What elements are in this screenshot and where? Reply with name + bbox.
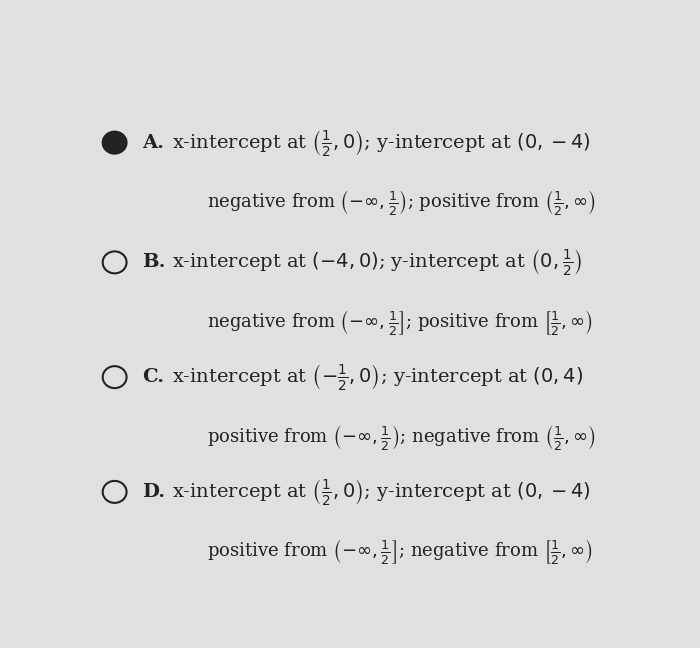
Text: C.: C. <box>141 368 164 386</box>
Text: positive from $\left(-\infty, \frac{1}{2}\right)$; negative from $\left(\frac{1}: positive from $\left(-\infty, \frac{1}{2… <box>207 422 596 452</box>
Text: positive from $\left(-\infty, \frac{1}{2}\right]$; negative from $\left[\frac{1}: positive from $\left(-\infty, \frac{1}{2… <box>207 537 593 566</box>
Circle shape <box>103 132 127 154</box>
Text: A.: A. <box>141 133 164 152</box>
Text: x-intercept at $\left(-\frac{1}{2},0\right)$; y-intercept at $\left(0,4\right)$: x-intercept at $\left(-\frac{1}{2},0\rig… <box>172 362 583 392</box>
Text: x-intercept at $\left(-4,0\right)$; y-intercept at $\left(0,\frac{1}{2}\right)$: x-intercept at $\left(-4,0\right)$; y-in… <box>172 248 582 277</box>
Text: D.: D. <box>141 483 165 501</box>
Text: x-intercept at $\left(\frac{1}{2},0\right)$; y-intercept at $\left(0,-4\right)$: x-intercept at $\left(\frac{1}{2},0\righ… <box>172 477 590 507</box>
Text: B.: B. <box>141 253 165 272</box>
Text: negative from $\left(-\infty, \frac{1}{2}\right]$; positive from $\left[\frac{1}: negative from $\left(-\infty, \frac{1}{2… <box>207 308 593 337</box>
Text: x-intercept at $\left(\frac{1}{2},0\right)$; y-intercept at $\left(0,-4\right)$: x-intercept at $\left(\frac{1}{2},0\righ… <box>172 128 590 157</box>
Text: negative from $\left(-\infty, \frac{1}{2}\right)$; positive from $\left(\frac{1}: negative from $\left(-\infty, \frac{1}{2… <box>207 188 596 217</box>
